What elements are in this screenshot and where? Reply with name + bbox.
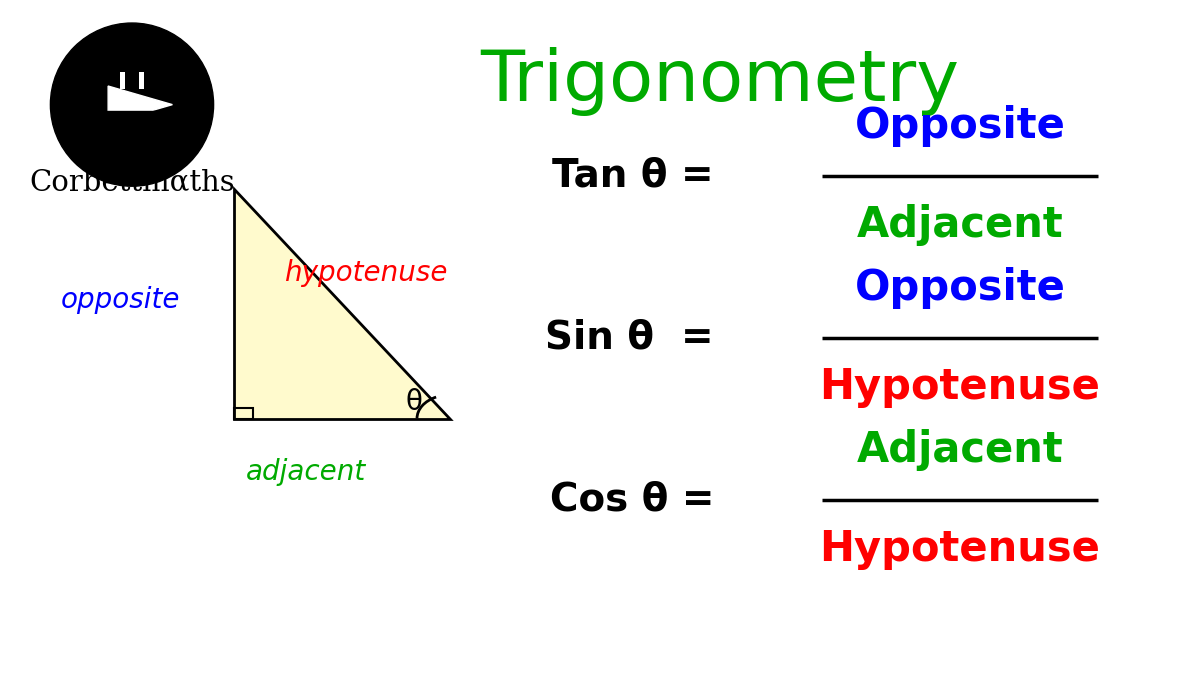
Text: Sin θ  =: Sin θ = <box>545 319 714 356</box>
FancyBboxPatch shape <box>120 72 125 88</box>
Text: Adjacent: Adjacent <box>857 429 1063 471</box>
Text: Opposite: Opposite <box>854 105 1066 147</box>
FancyBboxPatch shape <box>139 72 144 88</box>
Ellipse shape <box>50 23 214 186</box>
Text: adjacent: adjacent <box>246 458 366 487</box>
Text: Cos θ =: Cos θ = <box>550 481 714 518</box>
Text: Corbettmαths: Corbettmαths <box>29 168 235 196</box>
Text: Tan θ =: Tan θ = <box>552 157 714 194</box>
Text: θ: θ <box>406 387 422 416</box>
Polygon shape <box>234 189 450 418</box>
Text: Hypotenuse: Hypotenuse <box>820 528 1100 570</box>
Text: opposite: opposite <box>60 286 180 315</box>
Text: Trigonometry: Trigonometry <box>480 47 960 115</box>
Polygon shape <box>108 86 173 124</box>
Polygon shape <box>88 111 176 146</box>
Text: Hypotenuse: Hypotenuse <box>820 366 1100 408</box>
Text: Opposite: Opposite <box>854 267 1066 309</box>
Text: hypotenuse: hypotenuse <box>284 259 448 288</box>
Text: Adjacent: Adjacent <box>857 204 1063 246</box>
